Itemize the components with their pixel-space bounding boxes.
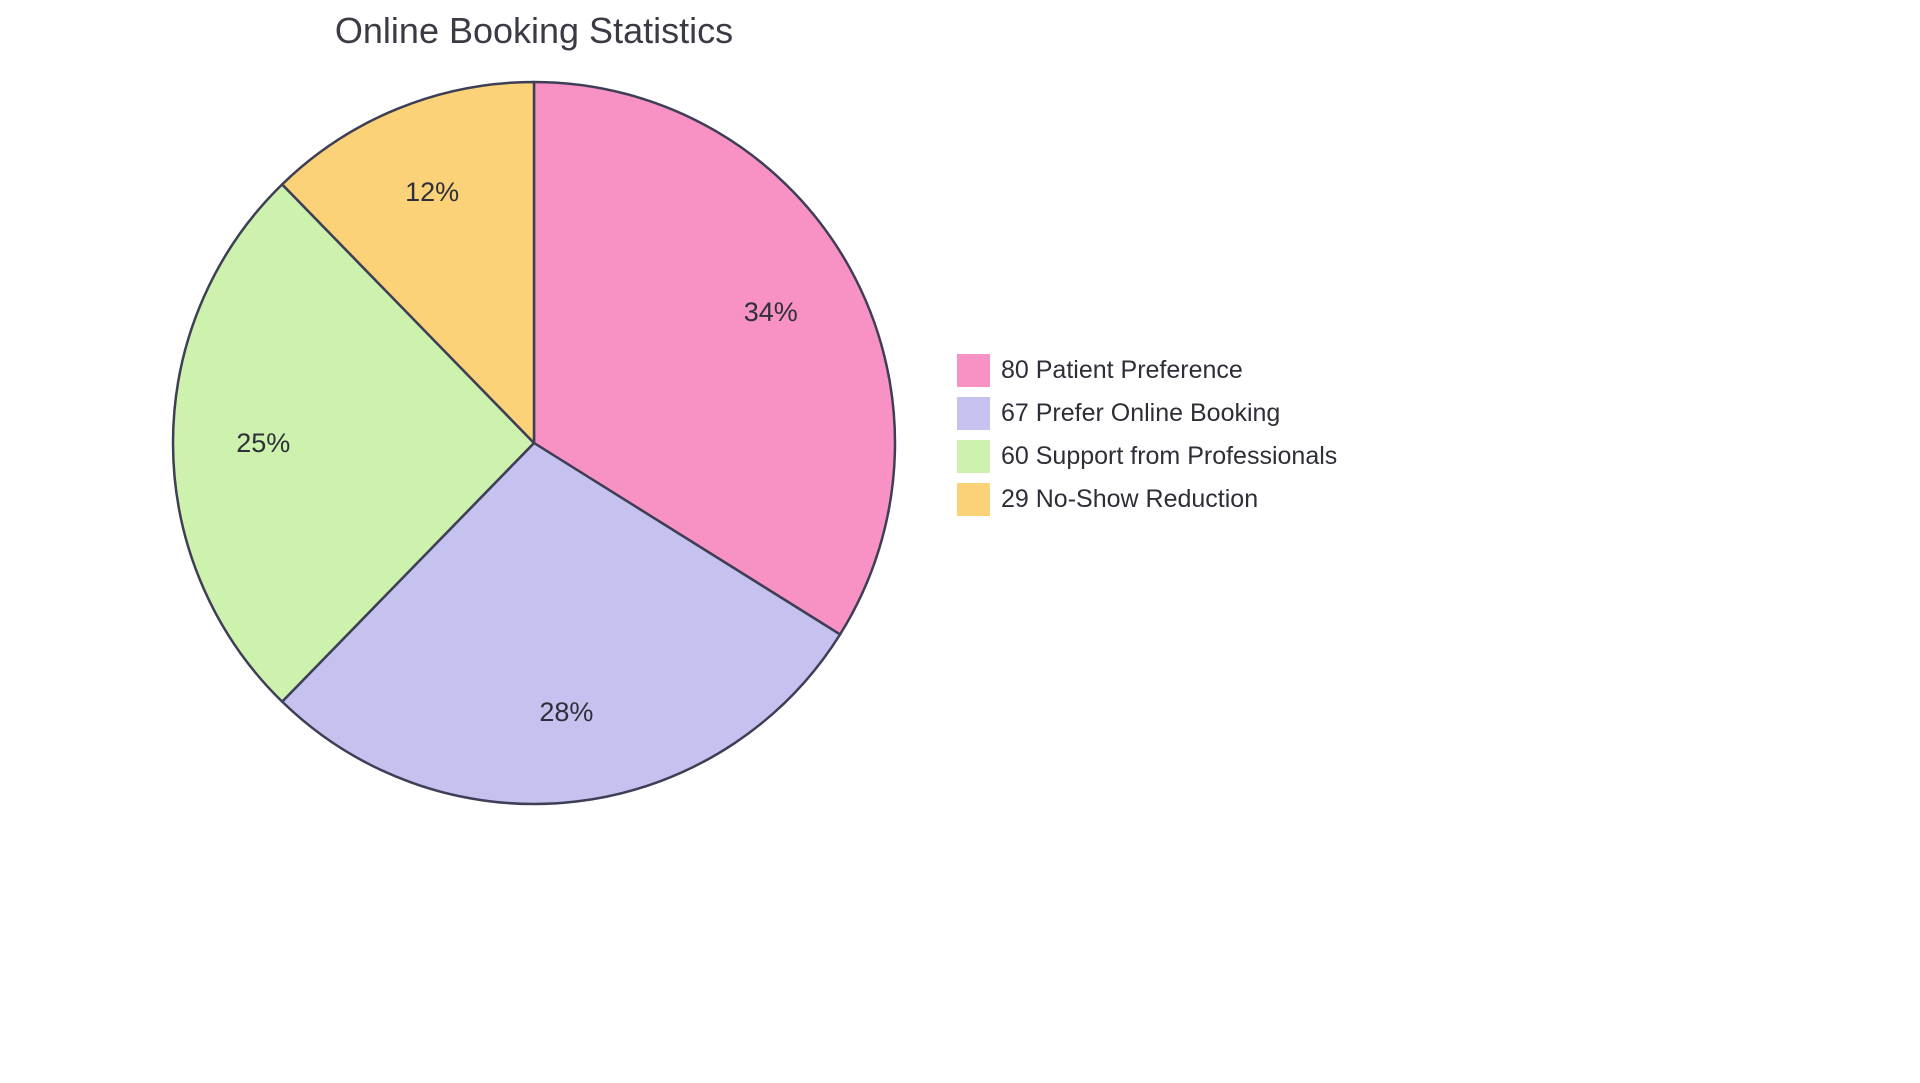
pie-slice-4 <box>280 80 536 445</box>
legend-swatch <box>957 483 990 516</box>
legend: 80 Patient Preference 67 Prefer Online Bo… <box>957 354 1337 516</box>
pie-slice-2 <box>280 441 842 806</box>
legend-label: 60 Support from Professionals <box>1001 442 1338 470</box>
legend-swatch <box>957 440 990 473</box>
slice-percent-label: 12% <box>405 177 459 207</box>
slice-percent-label: 34% <box>744 297 798 327</box>
chart-title: Online Booking Statistics <box>334 10 734 51</box>
legend-swatch <box>957 354 990 387</box>
legend-item: 29 No-Show Reduction <box>957 483 1337 516</box>
slice-percent-label: 28% <box>539 697 593 727</box>
legend-item: 60 Support from Professionals <box>957 440 1337 473</box>
pie-slice-1 <box>532 80 897 636</box>
legend-label: 80 Patient Preference <box>1001 356 1243 384</box>
legend-item: 80 Patient Preference <box>957 354 1337 387</box>
legend-label: 67 Prefer Online Booking <box>1001 399 1281 427</box>
pie-slice-3 <box>171 183 536 703</box>
slice-percent-label: 25% <box>236 428 290 458</box>
legend-label: 29 No-Show Reduction <box>1001 485 1259 513</box>
legend-item: 67 Prefer Online Booking <box>957 397 1337 430</box>
legend-swatch <box>957 397 990 430</box>
